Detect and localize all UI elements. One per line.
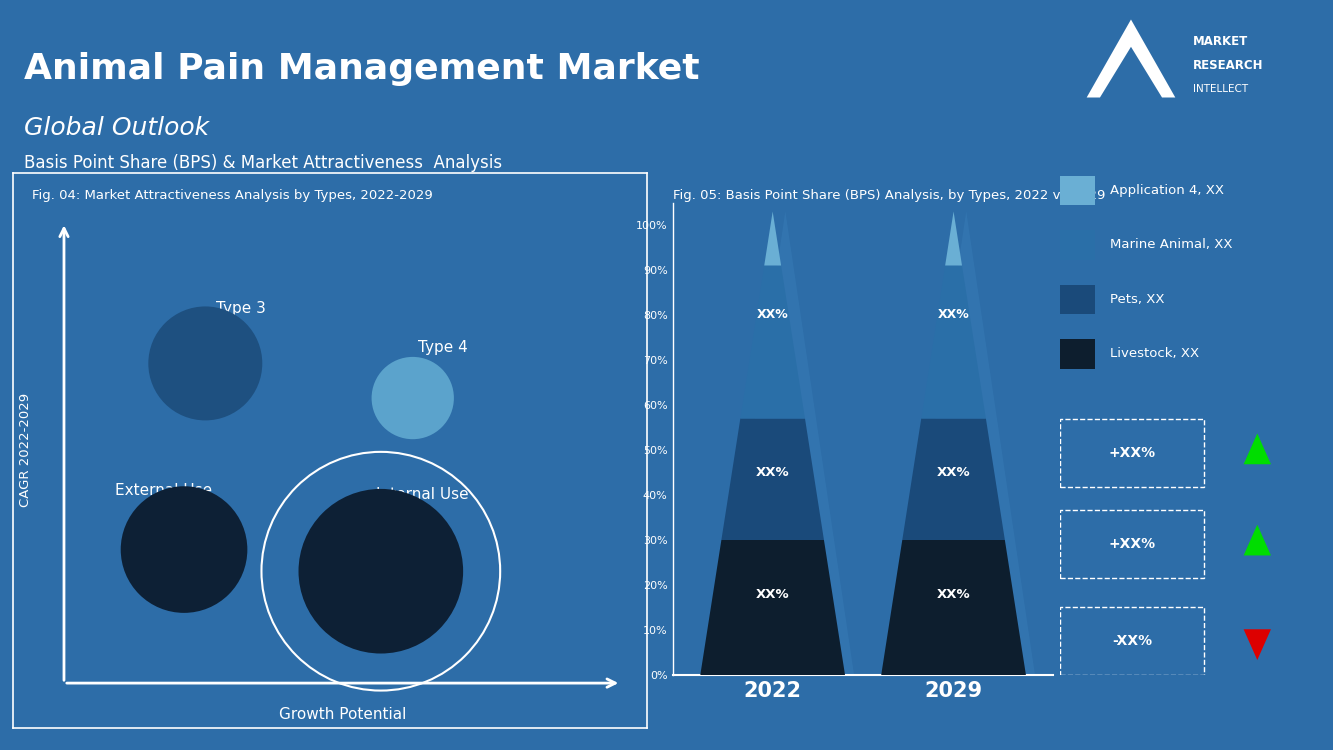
Polygon shape bbox=[902, 419, 1005, 540]
Text: +XX%: +XX% bbox=[1108, 537, 1156, 551]
Text: Pets, XX: Pets, XX bbox=[1110, 293, 1165, 306]
Text: Fig. 04: Market Attractiveness Analysis by Types, 2022-2029: Fig. 04: Market Attractiveness Analysis … bbox=[32, 189, 433, 202]
Polygon shape bbox=[897, 211, 1034, 675]
Polygon shape bbox=[1244, 525, 1270, 556]
Polygon shape bbox=[717, 211, 854, 675]
Polygon shape bbox=[921, 266, 986, 419]
Text: Global Outlook: Global Outlook bbox=[24, 116, 209, 140]
Ellipse shape bbox=[148, 307, 263, 421]
Polygon shape bbox=[1244, 433, 1270, 464]
Ellipse shape bbox=[121, 486, 248, 613]
Text: -XX%: -XX% bbox=[1112, 634, 1152, 648]
Text: +XX%: +XX% bbox=[1108, 446, 1156, 460]
Text: Type 4: Type 4 bbox=[419, 340, 468, 355]
Ellipse shape bbox=[372, 357, 455, 440]
Polygon shape bbox=[764, 211, 781, 266]
Text: CAGR 2022-2029: CAGR 2022-2029 bbox=[20, 393, 32, 507]
Text: Growth Potential: Growth Potential bbox=[279, 707, 407, 722]
Text: RESEARCH: RESEARCH bbox=[1193, 58, 1264, 71]
Text: Basis Point Share (BPS) & Market Attractiveness  Analysis: Basis Point Share (BPS) & Market Attract… bbox=[24, 154, 503, 172]
Text: INTELLECT: INTELLECT bbox=[1193, 84, 1248, 94]
Polygon shape bbox=[881, 540, 1026, 675]
Text: XX%: XX% bbox=[757, 308, 789, 322]
Text: Internal Use: Internal Use bbox=[376, 487, 468, 502]
Text: XX%: XX% bbox=[756, 466, 789, 479]
Text: Type 3: Type 3 bbox=[216, 301, 265, 316]
Text: MARKET: MARKET bbox=[1193, 34, 1248, 47]
Text: XX%: XX% bbox=[756, 587, 789, 601]
Ellipse shape bbox=[299, 489, 463, 653]
Text: Marine Animal, XX: Marine Animal, XX bbox=[1110, 238, 1233, 251]
FancyBboxPatch shape bbox=[1060, 176, 1096, 205]
Polygon shape bbox=[945, 211, 962, 266]
Polygon shape bbox=[1086, 20, 1176, 98]
Polygon shape bbox=[700, 540, 845, 675]
Text: Application 4, XX: Application 4, XX bbox=[1110, 184, 1225, 196]
Text: XX%: XX% bbox=[937, 308, 969, 322]
FancyBboxPatch shape bbox=[1060, 339, 1096, 369]
Polygon shape bbox=[721, 419, 824, 540]
Text: Fig. 05: Basis Point Share (BPS) Analysis, by Types, 2022 vs 2029: Fig. 05: Basis Point Share (BPS) Analysi… bbox=[673, 189, 1105, 202]
Text: Livestock, XX: Livestock, XX bbox=[1110, 347, 1200, 361]
Text: XX%: XX% bbox=[937, 587, 970, 601]
Text: XX%: XX% bbox=[937, 466, 970, 479]
Polygon shape bbox=[1244, 629, 1270, 660]
FancyBboxPatch shape bbox=[1060, 285, 1096, 314]
Text: Animal Pain Management Market: Animal Pain Management Market bbox=[24, 53, 700, 86]
Polygon shape bbox=[740, 266, 805, 419]
Text: External Use: External Use bbox=[115, 482, 212, 497]
FancyBboxPatch shape bbox=[1060, 230, 1096, 260]
